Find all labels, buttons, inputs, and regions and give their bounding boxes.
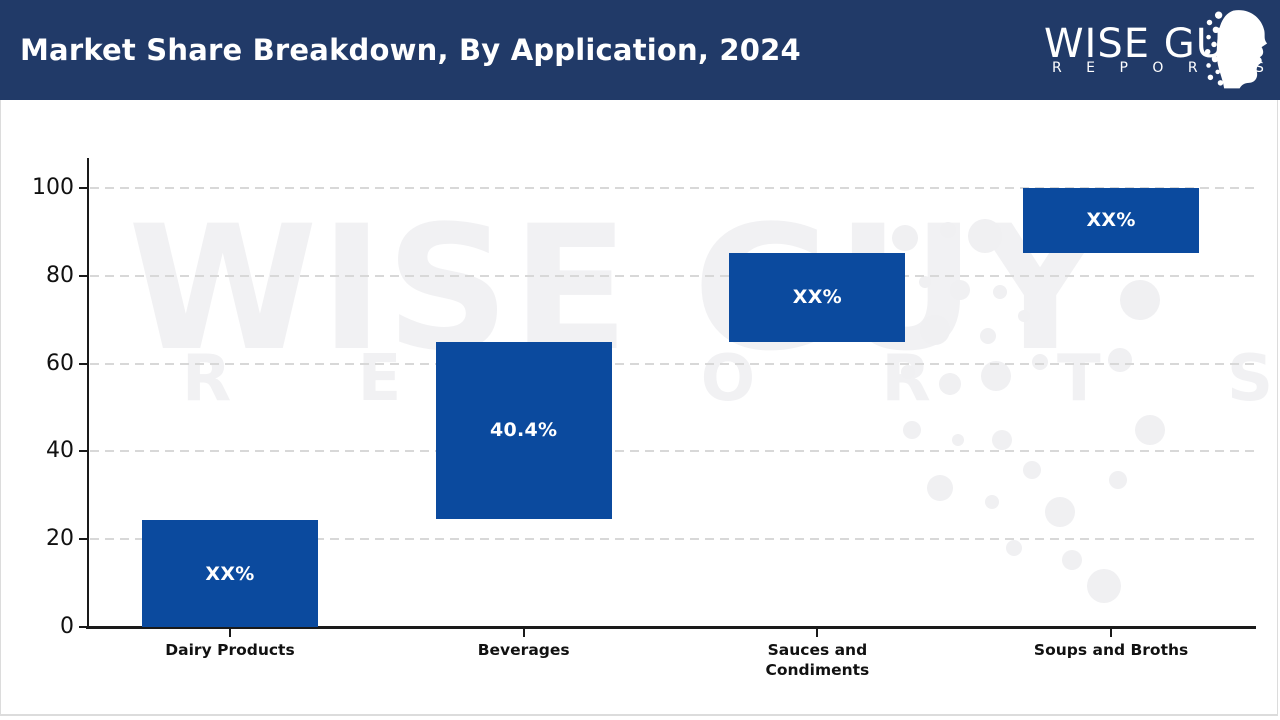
watermark-dot [1108, 348, 1132, 372]
header-band: Market Share Breakdown, By Application, … [0, 0, 1280, 100]
watermark-dot [980, 328, 996, 344]
watermark-dot [950, 280, 970, 300]
x-tick-mark [522, 629, 525, 637]
y-tick-label: 80 [46, 262, 74, 288]
bar-1: XX% [142, 520, 318, 627]
x-axis-line [86, 626, 1256, 629]
gridline [90, 538, 1255, 541]
watermark-dot [1018, 310, 1030, 322]
page-title: Market Share Breakdown, By Application, … [20, 33, 801, 67]
y-tick-label: 40 [46, 438, 74, 464]
watermark-dot [1023, 461, 1041, 479]
watermark-dot [927, 475, 953, 501]
x-category-label: Beverages [477, 641, 570, 659]
bar-value-label: XX% [1086, 209, 1136, 232]
bar-value-label: XX% [205, 562, 255, 585]
watermark-dot [920, 315, 950, 345]
logo-subtitle: R E P O R T S [1052, 60, 1274, 76]
watermark-dot [892, 225, 918, 251]
watermark-dot [981, 361, 1011, 391]
wise-guy-reports-logo: WISE GUY R E P O R T S [1008, 0, 1268, 100]
x-tick-mark [229, 629, 231, 637]
y-tick-mark [79, 274, 87, 277]
watermark-dot [1032, 354, 1048, 370]
bar-value-label: 40.4% [489, 419, 558, 442]
watermark-dot [1045, 497, 1075, 527]
watermark-wordmark: WISE GUY [128, 188, 1105, 389]
gridline [90, 187, 1255, 189]
y-tick-mark [79, 450, 87, 453]
watermark-dot [919, 276, 931, 288]
x-tick-mark [1110, 629, 1113, 637]
watermark-dot [939, 373, 961, 395]
bar-2: 40.4% [435, 341, 612, 519]
bar-value-label: XX% [792, 286, 843, 309]
watermark-dot [940, 222, 956, 238]
y-axis-line [87, 158, 89, 628]
x-category-label: Sauces and Condiments [765, 641, 870, 680]
y-tick-label: 100 [32, 175, 74, 200]
watermark-subtitle: R E P O R T S [182, 342, 1280, 416]
watermark-dot [992, 430, 1012, 450]
bar-3: XX% [729, 252, 906, 342]
face-profile-icon [1204, 10, 1268, 89]
watermark-dot [952, 434, 964, 446]
bar-4: XX% [1023, 188, 1200, 253]
gridline [90, 450, 1255, 453]
watermark-dot [1087, 569, 1121, 603]
x-tick-mark [816, 629, 819, 637]
y-tick-label: 0 [60, 614, 74, 639]
x-category-label: Dairy Products [165, 641, 295, 659]
y-tick-mark [79, 626, 87, 628]
y-tick-mark [79, 538, 87, 541]
watermark-dot [985, 495, 999, 509]
watermark-dot [903, 421, 921, 439]
watermark-dot [1135, 415, 1165, 445]
y-tick-mark [79, 362, 87, 365]
gridline [90, 274, 1255, 277]
watermark-dot [901, 365, 915, 379]
x-category-label: Soups and Broths [1033, 641, 1189, 659]
watermark-dot [993, 285, 1007, 299]
gridline [90, 362, 1255, 365]
watermark-dot [1109, 471, 1127, 489]
y-tick-label: 60 [46, 350, 74, 376]
watermark-dot [1006, 540, 1022, 556]
watermark-dot [968, 219, 1002, 253]
watermark-dot [1120, 280, 1160, 320]
watermark-dot [1062, 550, 1082, 570]
y-tick-mark [79, 187, 87, 189]
y-tick-label: 20 [46, 526, 74, 552]
